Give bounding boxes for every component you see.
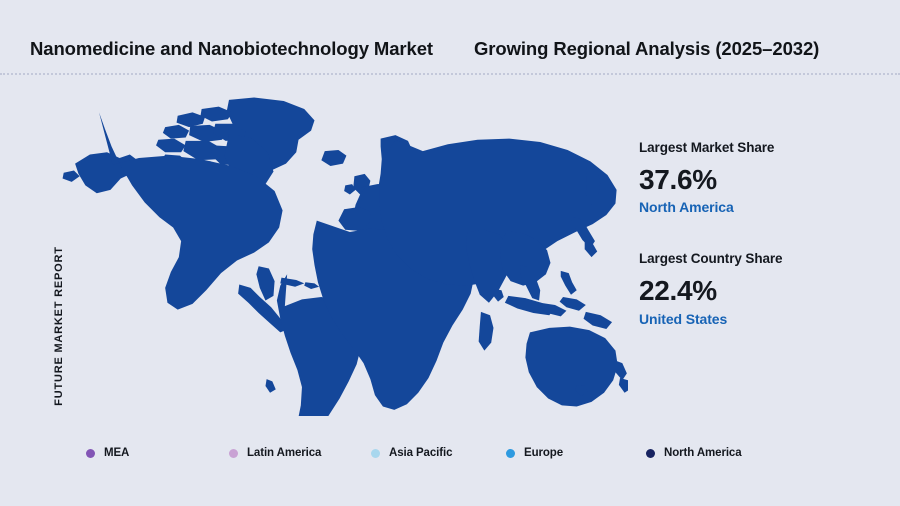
stat-region-market-share: North America xyxy=(639,199,734,216)
stat-label-market-share: Largest Market Share xyxy=(639,140,775,155)
world-map-container xyxy=(58,96,628,416)
legend-dot-icon-asia-pacific xyxy=(371,448,380,458)
stat-value-market-share: 37.6% xyxy=(639,164,717,195)
legend-label-mea: MEA xyxy=(104,447,130,459)
world-map-icon xyxy=(62,97,628,416)
stat-block-market-share: Largest Market Share 37.6% North America xyxy=(639,140,884,215)
title-bar: Nanomedicine and Nanobiotechnology Marke… xyxy=(0,0,900,74)
legend-item-latin-america[interactable]: Latin America xyxy=(229,447,321,459)
stats-panel: Largest Market Share 37.6% North America… xyxy=(639,140,884,327)
stat-block-country-share: Largest Country Share 22.4% United State… xyxy=(639,251,884,326)
legend-dot-icon-mea xyxy=(86,448,95,458)
map-legend: MEA Latin America Asia Pacific Europe No… xyxy=(86,447,826,469)
legend-item-asia-pacific[interactable]: Asia Pacific xyxy=(371,447,452,459)
page-title: Nanomedicine and Nanobiotechnology Marke… xyxy=(30,38,880,68)
title-divider xyxy=(0,73,900,75)
title-secondary-text: Growing Regional Analysis (2025–2032) xyxy=(474,38,820,59)
title-primary-text: Nanomedicine and Nanobiotechnology Marke… xyxy=(30,38,433,59)
legend-label-latin-america: Latin America xyxy=(247,447,322,459)
legend-item-north-america[interactable]: North America xyxy=(646,447,742,459)
stat-region-country-share: United States xyxy=(639,310,728,327)
legend-item-mea[interactable]: MEA xyxy=(86,447,129,459)
stat-label-country-share: Largest Country Share xyxy=(639,251,783,267)
legend-label-europe: Europe xyxy=(524,447,564,459)
legend-dot-icon-latin-america xyxy=(229,448,238,458)
legend-label-asia-pacific: Asia Pacific xyxy=(389,447,453,459)
legend-dot-icon-north-america xyxy=(646,448,655,458)
legend-label-north-america: North America xyxy=(664,447,742,459)
stat-value-country-share: 22.4% xyxy=(639,275,717,307)
legend-item-europe[interactable]: Europe xyxy=(506,447,563,459)
legend-dot-icon-europe xyxy=(506,448,515,458)
